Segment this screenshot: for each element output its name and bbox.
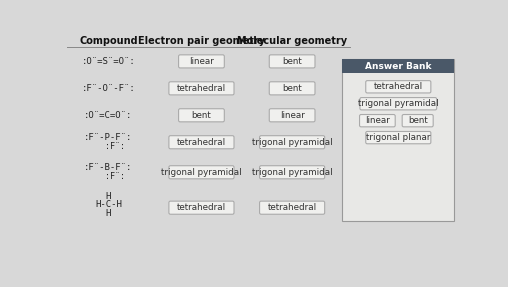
FancyBboxPatch shape [366, 131, 431, 144]
Text: Electron pair geometry: Electron pair geometry [138, 36, 265, 46]
Text: Answer Bank: Answer Bank [365, 61, 432, 71]
Text: trigonal pyramidal: trigonal pyramidal [161, 168, 242, 177]
Text: bent: bent [282, 84, 302, 93]
Text: bent: bent [282, 57, 302, 66]
FancyBboxPatch shape [342, 59, 455, 221]
FancyBboxPatch shape [179, 109, 225, 122]
Text: :F̈:: :F̈: [105, 142, 124, 151]
Text: H-C-H: H-C-H [95, 200, 122, 209]
Text: :Ö=S̈=Ö:: :Ö=S̈=Ö: [82, 57, 135, 66]
Text: trigonal pyramidal: trigonal pyramidal [252, 168, 332, 177]
Text: linear: linear [280, 111, 305, 120]
Text: trigonal pyramidal: trigonal pyramidal [252, 138, 332, 147]
FancyBboxPatch shape [169, 136, 234, 149]
FancyBboxPatch shape [360, 115, 395, 127]
Text: :F̈-Ö-F̈:: :F̈-Ö-F̈: [82, 84, 135, 93]
FancyBboxPatch shape [366, 81, 431, 93]
Text: H: H [106, 209, 111, 218]
FancyBboxPatch shape [269, 82, 315, 95]
Text: tetrahedral: tetrahedral [177, 138, 226, 147]
Text: bent: bent [408, 116, 428, 125]
Text: tetrahedral: tetrahedral [268, 203, 316, 212]
Text: Compound: Compound [79, 36, 138, 46]
FancyBboxPatch shape [260, 136, 325, 149]
Text: :Ö=C=Ö:: :Ö=C=Ö: [84, 111, 133, 120]
FancyBboxPatch shape [402, 115, 433, 127]
Text: linear: linear [189, 57, 214, 66]
FancyBboxPatch shape [269, 55, 315, 68]
Text: tetrahedral: tetrahedral [177, 84, 226, 93]
Text: trigonal planar: trigonal planar [366, 133, 431, 142]
Text: bent: bent [192, 111, 211, 120]
Text: H: H [106, 192, 111, 201]
Text: tetrahedral: tetrahedral [177, 203, 226, 212]
FancyBboxPatch shape [260, 166, 325, 179]
Text: :F̈:: :F̈: [105, 172, 124, 181]
FancyBboxPatch shape [169, 166, 234, 179]
Text: linear: linear [365, 116, 390, 125]
FancyBboxPatch shape [342, 59, 455, 73]
Text: :F̈-B-F̈:: :F̈-B-F̈: [84, 163, 133, 172]
FancyBboxPatch shape [260, 201, 325, 214]
FancyBboxPatch shape [269, 109, 315, 122]
Text: Molecular geometry: Molecular geometry [237, 36, 347, 46]
FancyBboxPatch shape [179, 55, 225, 68]
FancyBboxPatch shape [169, 82, 234, 95]
Text: trigonal pyramidal: trigonal pyramidal [358, 99, 438, 108]
Text: :F̈-P-F̈:: :F̈-P-F̈: [84, 133, 133, 142]
FancyBboxPatch shape [360, 98, 437, 110]
FancyBboxPatch shape [169, 201, 234, 214]
Text: tetrahedral: tetrahedral [374, 82, 423, 91]
